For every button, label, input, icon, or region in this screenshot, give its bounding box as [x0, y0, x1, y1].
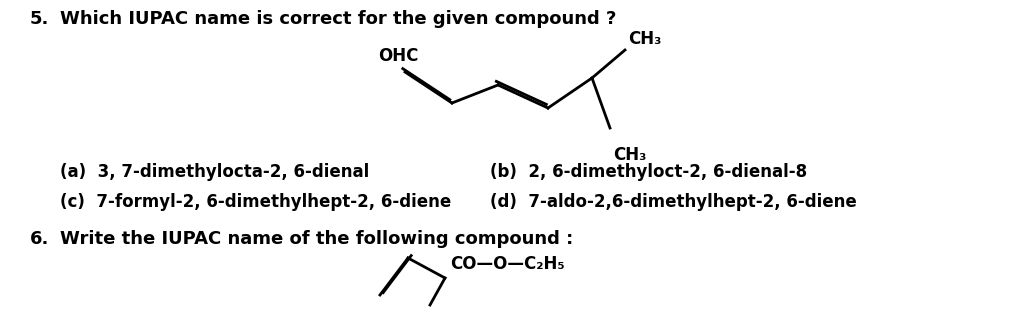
Text: CH₃: CH₃	[613, 146, 646, 164]
Text: CO—O—C₂H₅: CO—O—C₂H₅	[450, 255, 564, 273]
Text: (a)  3, 7-dimethylocta-2, 6-dienal: (a) 3, 7-dimethylocta-2, 6-dienal	[60, 163, 370, 181]
Text: 5.: 5.	[30, 10, 49, 28]
Text: (d)  7-aldo-2,6-dimethylhept-2, 6-diene: (d) 7-aldo-2,6-dimethylhept-2, 6-diene	[490, 193, 857, 211]
Text: OHC: OHC	[378, 47, 419, 65]
Text: 6.: 6.	[30, 230, 49, 248]
Text: Write the IUPAC name of the following compound :: Write the IUPAC name of the following co…	[60, 230, 573, 248]
Text: (c)  7-formyl-2, 6-dimethylhept-2, 6-diene: (c) 7-formyl-2, 6-dimethylhept-2, 6-dien…	[60, 193, 452, 211]
Text: CH₃: CH₃	[628, 30, 662, 48]
Text: Which IUPAC name is correct for the given compound ?: Which IUPAC name is correct for the give…	[60, 10, 616, 28]
Text: (b)  2, 6-dimethyloct-2, 6-dienal-8: (b) 2, 6-dimethyloct-2, 6-dienal-8	[490, 163, 807, 181]
